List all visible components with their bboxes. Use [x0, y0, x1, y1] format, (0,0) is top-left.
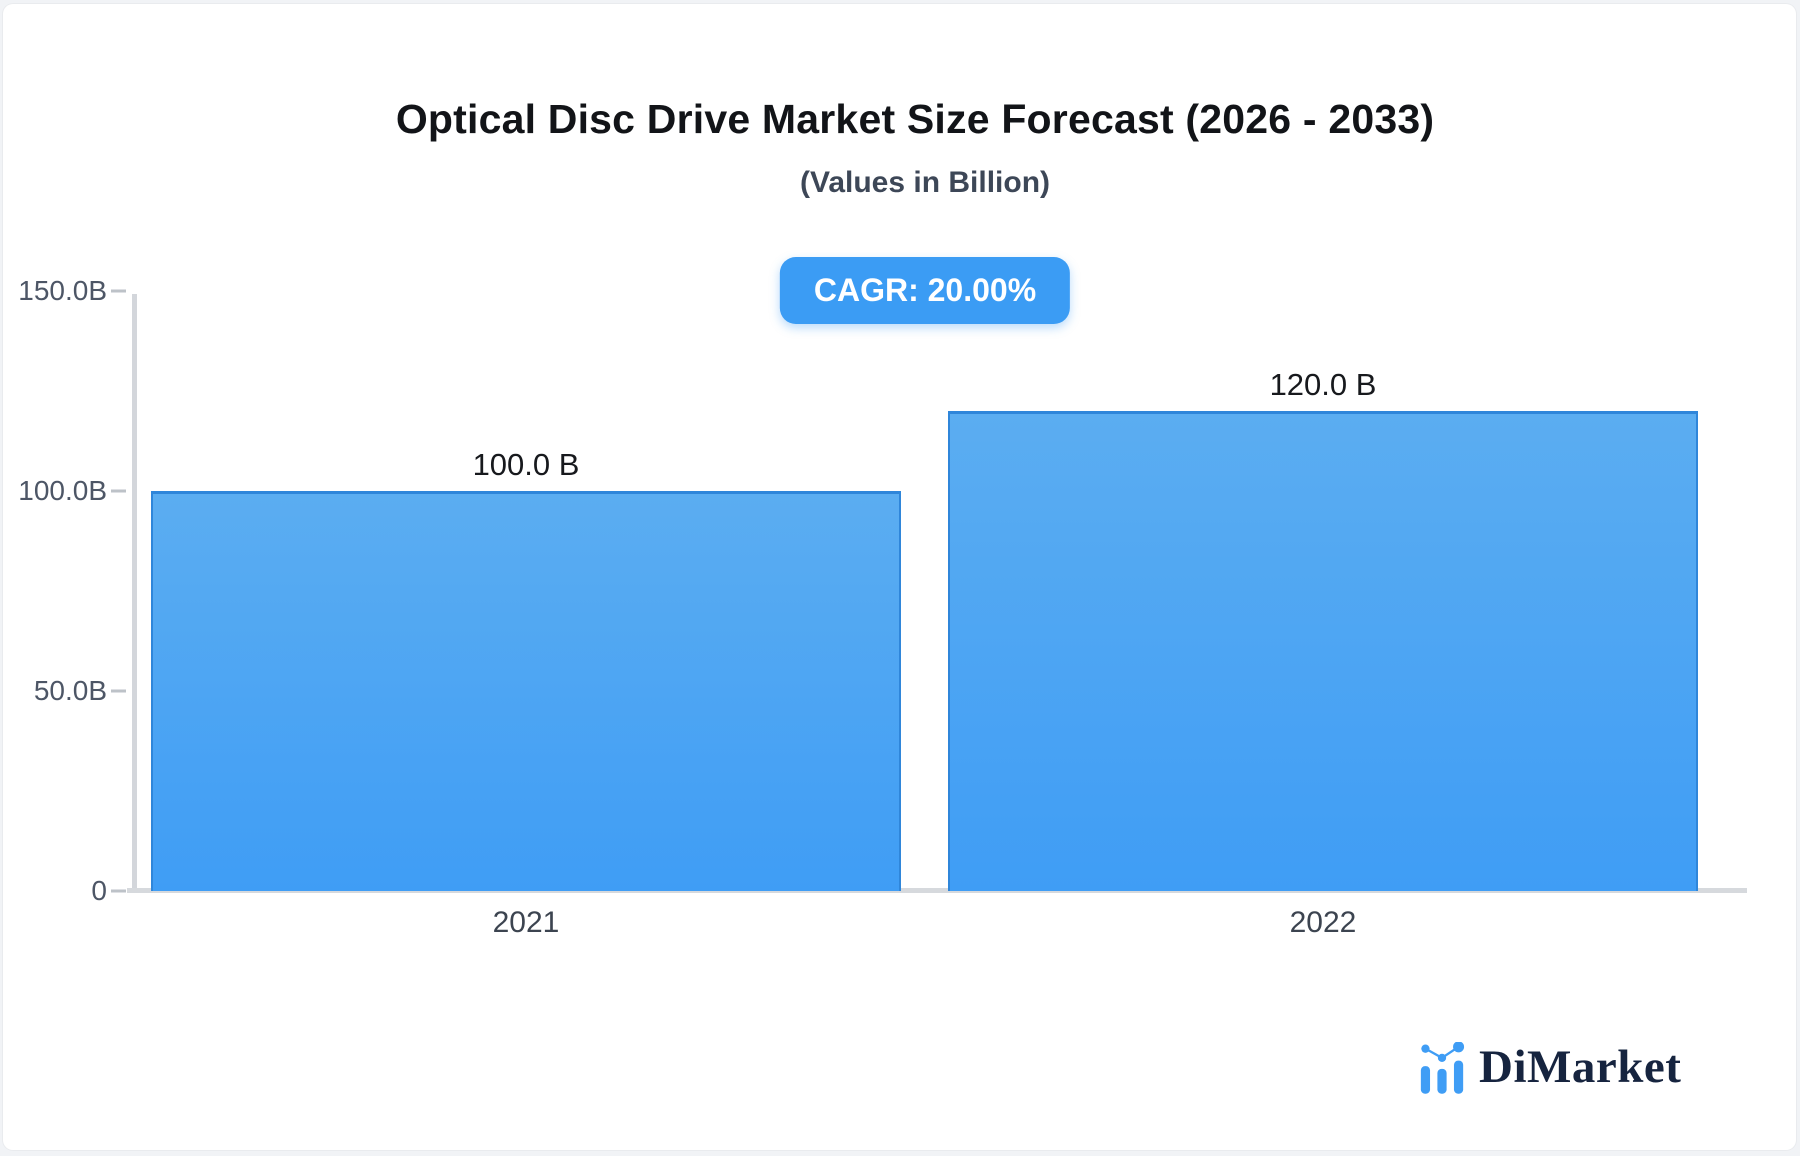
y-tick-label: 150.0B — [18, 275, 107, 306]
cagr-badge: CAGR: 20.00% — [779, 257, 1071, 324]
y-axis-line — [132, 294, 137, 892]
bar — [151, 491, 901, 891]
brand-logo: DiMarket — [1419, 1042, 1681, 1094]
chart-subtitle: (Values in Billion) — [799, 166, 1051, 199]
y-tick-mark — [111, 889, 126, 893]
bar-value-label: 120.0 B — [1269, 367, 1377, 402]
bar-line-chart-icon — [1420, 1042, 1465, 1094]
y-tick-mark — [111, 289, 126, 293]
chart-card: Optical Disc Drive Market Size Forecast … — [3, 4, 1796, 1150]
y-tick-mark — [111, 489, 126, 493]
y-tick-mark — [111, 689, 126, 693]
y-tick-label: 50.0B — [33, 675, 107, 706]
brand-name: DiMarket — [1479, 1041, 1682, 1094]
x-tick-label: 2021 — [492, 906, 560, 939]
x-axis-line — [127, 888, 1747, 893]
bar-value-label: 100.0 B — [472, 447, 580, 482]
chart-title: Optical Disc Drive Market Size Forecast … — [395, 96, 1435, 142]
y-tick-label: 100.0B — [18, 475, 107, 506]
bar — [948, 411, 1698, 891]
y-tick-label: 0 — [91, 875, 107, 906]
x-tick-label: 2022 — [1289, 906, 1357, 939]
